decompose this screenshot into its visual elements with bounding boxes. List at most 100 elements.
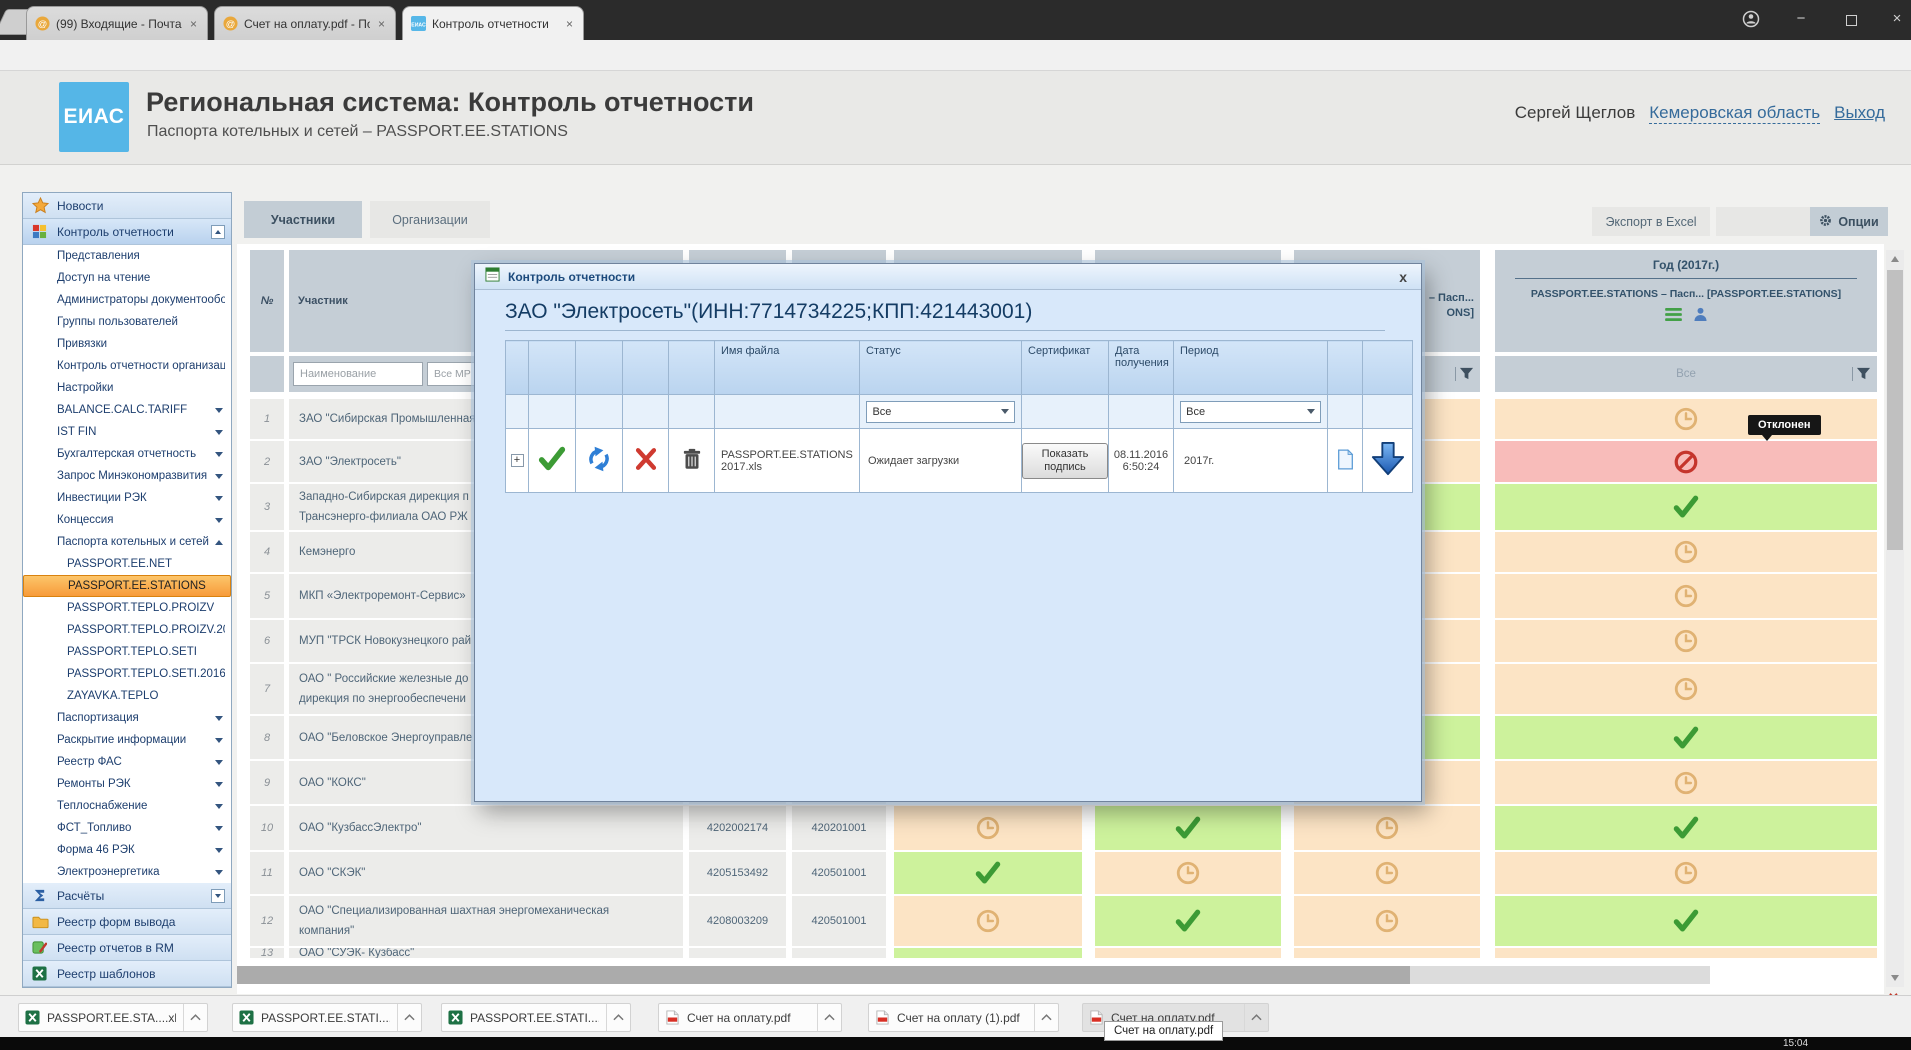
status-cell-clock[interactable] xyxy=(1495,852,1877,894)
status-cell-check[interactable] xyxy=(1495,896,1877,946)
close-window-button[interactable]: × xyxy=(1892,10,1902,27)
sidebar-item[interactable]: IST FIN xyxy=(23,421,231,443)
status-cell-check[interactable] xyxy=(1095,896,1281,946)
download-menu-icon[interactable] xyxy=(397,1004,415,1031)
sidebar-item[interactable]: ZAYAVKA.TEPLO xyxy=(23,685,231,707)
tab-organizations[interactable]: Организации xyxy=(370,201,490,238)
download-item[interactable]: PASSPORT.EE.STATI....xls xyxy=(232,1003,422,1032)
sidebar-item[interactable]: Запрос Минэкономразвития xyxy=(23,465,231,487)
scroll-up-icon[interactable] xyxy=(1891,256,1899,262)
column-header-year[interactable]: Год (2017г.) PASSPORT.EE.STATIONS – Пасп… xyxy=(1495,250,1877,352)
status-cell-check[interactable] xyxy=(1095,806,1281,850)
sidebar-item[interactable]: Ремонты РЭК xyxy=(23,773,231,795)
sidebar-item[interactable]: ФСТ_Топливо xyxy=(23,817,231,839)
status-cell-check[interactable] xyxy=(1495,484,1877,530)
download-menu-icon[interactable] xyxy=(817,1004,835,1031)
sidebar-item[interactable]: Паспортизация xyxy=(23,707,231,729)
status-cell-clock[interactable] xyxy=(1294,852,1480,894)
sidebar-item[interactable]: PASSPORT.TEPLO.SETI xyxy=(23,641,231,663)
region-link[interactable]: Кемеровская область xyxy=(1649,103,1821,124)
expander-button[interactable] xyxy=(211,888,225,903)
file-name[interactable]: PASSPORT.EE.STATIONS 2017.xls xyxy=(714,428,860,493)
participant-name[interactable]: ОАО "СКЭК" xyxy=(289,852,683,894)
sidebar-item[interactable]: Теплоснабжение xyxy=(23,795,231,817)
sidebar-item[interactable]: Представления xyxy=(23,245,231,267)
options-button[interactable]: Опции xyxy=(1810,207,1888,236)
status-cell-check[interactable] xyxy=(1495,806,1877,850)
horizontal-scrollbar-thumb[interactable] xyxy=(237,966,1410,984)
sidebar-item[interactable]: Доступ на чтение xyxy=(23,267,231,289)
status-cell-check[interactable] xyxy=(1495,716,1877,759)
vertical-scrollbar[interactable] xyxy=(1886,250,1904,987)
export-excel-button[interactable]: Экспорт в Excel xyxy=(1592,207,1710,236)
tab-close-icon[interactable]: × xyxy=(565,16,573,31)
sidebar-item[interactable]: Раскрытие информации xyxy=(23,729,231,751)
sidebar-item[interactable]: PASSPORT.TEPLO.SETI.2016 xyxy=(23,663,231,685)
download-item[interactable]: PASSPORT.EE.STA....xlsb xyxy=(18,1003,208,1032)
download-item[interactable]: PASSPORT.EE.STATI....xls xyxy=(441,1003,631,1032)
status-cell-banned[interactable] xyxy=(1495,441,1877,482)
reject-icon[interactable] xyxy=(632,448,660,476)
expander-button[interactable] xyxy=(211,224,225,239)
status-cell-clock[interactable] xyxy=(1294,806,1480,850)
approve-icon[interactable] xyxy=(537,446,567,477)
status-filter-select[interactable]: Все xyxy=(866,400,1015,423)
refresh-file-icon[interactable] xyxy=(585,446,613,476)
sidebar-item[interactable]: Бухгалтерская отчетность xyxy=(23,443,231,465)
tab-close-icon[interactable]: × xyxy=(377,16,385,31)
sidebar-item[interactable]: Привязки xyxy=(23,333,231,355)
browser-tab[interactable]: @ (99) Входящие - Почта × xyxy=(26,6,208,40)
status-cell-peach[interactable] xyxy=(1294,948,1480,958)
sidebar-item[interactable]: Настройки xyxy=(23,377,231,399)
person-icon[interactable] xyxy=(1694,307,1707,327)
download-menu-icon[interactable] xyxy=(1244,1004,1262,1031)
download-item[interactable]: Счет на оплату.pdf xyxy=(658,1003,842,1032)
status-cell-check[interactable] xyxy=(894,852,1082,894)
sidebar-item-report[interactable]: Реестр отчетов в RM xyxy=(23,935,231,961)
status-cell-clock[interactable] xyxy=(1495,761,1877,804)
sidebar-item[interactable]: PASSPORT.TEPLO.PROIZV.2016 xyxy=(23,619,231,641)
sidebar-item[interactable]: Контроль отчетности организаций xyxy=(23,355,231,377)
sidebar-item-squares[interactable]: Контроль отчетности xyxy=(23,219,231,245)
download-menu-icon[interactable] xyxy=(1034,1004,1052,1031)
sidebar-item[interactable]: BALANCE.CALC.TARIFF xyxy=(23,399,231,421)
status-cell-clock[interactable] xyxy=(894,806,1082,850)
status-cell-clock[interactable] xyxy=(1495,620,1877,662)
dialog-close-icon[interactable]: x xyxy=(1399,268,1407,285)
maximize-button[interactable] xyxy=(1836,13,1866,30)
status-cell-clock[interactable] xyxy=(1495,574,1877,618)
participant-name[interactable]: ОАО "Специализированная шахтная энергоме… xyxy=(289,896,683,946)
year-filter-value[interactable]: Все xyxy=(1676,368,1696,380)
download-menu-icon[interactable] xyxy=(606,1004,624,1031)
sidebar-item[interactable]: Инвестиции РЭК xyxy=(23,487,231,509)
status-cell-clock[interactable] xyxy=(1495,532,1877,572)
download-item[interactable]: Счет на оплату (1).pdf xyxy=(868,1003,1059,1032)
sidebar-item[interactable]: PASSPORT.TEPLO.PROIZV xyxy=(23,597,231,619)
status-cell-peach[interactable] xyxy=(1095,948,1281,958)
filter-funnel-icon[interactable] xyxy=(1852,366,1871,381)
participant-name[interactable]: ОАО "СУЭК- Кузбасс" xyxy=(289,948,683,958)
browser-tab[interactable]: ЕИАС Контроль отчетности × xyxy=(402,6,584,40)
participant-name[interactable]: ОАО "КузбассЭлектро" xyxy=(289,806,683,850)
status-cell-green[interactable] xyxy=(894,948,1082,958)
download-icon[interactable] xyxy=(1371,442,1405,480)
logout-link[interactable]: Выход xyxy=(1834,103,1885,122)
sidebar-item[interactable]: PASSPORT.EE.NET xyxy=(23,553,231,575)
sidebar-item-sigma[interactable]: Расчёты xyxy=(23,883,231,909)
options-spacer[interactable] xyxy=(1716,207,1810,236)
status-cell-clock[interactable] xyxy=(1095,852,1281,894)
tab-close-icon[interactable]: × xyxy=(189,16,197,31)
status-cell-peach[interactable] xyxy=(1495,948,1877,958)
sidebar-item[interactable]: Форма 46 РЭК xyxy=(23,839,231,861)
browser-tab[interactable]: @ Счет на оплату.pdf - По × xyxy=(214,6,396,40)
scroll-down-icon[interactable] xyxy=(1891,975,1899,981)
filter-funnel-icon[interactable] xyxy=(1455,366,1474,381)
sidebar-item[interactable]: Реестр ФАС xyxy=(23,751,231,773)
status-cell-clock[interactable] xyxy=(1495,664,1877,714)
trash-icon[interactable] xyxy=(679,448,705,476)
download-menu-icon[interactable] xyxy=(183,1004,201,1031)
period-filter-select[interactable]: Все xyxy=(1180,400,1321,423)
sidebar-item[interactable]: Концессия xyxy=(23,509,231,531)
sidebar-item[interactable]: PASSPORT.EE.STATIONS xyxy=(23,575,231,597)
sidebar-item[interactable]: Паспорта котельных и сетей xyxy=(23,531,231,553)
